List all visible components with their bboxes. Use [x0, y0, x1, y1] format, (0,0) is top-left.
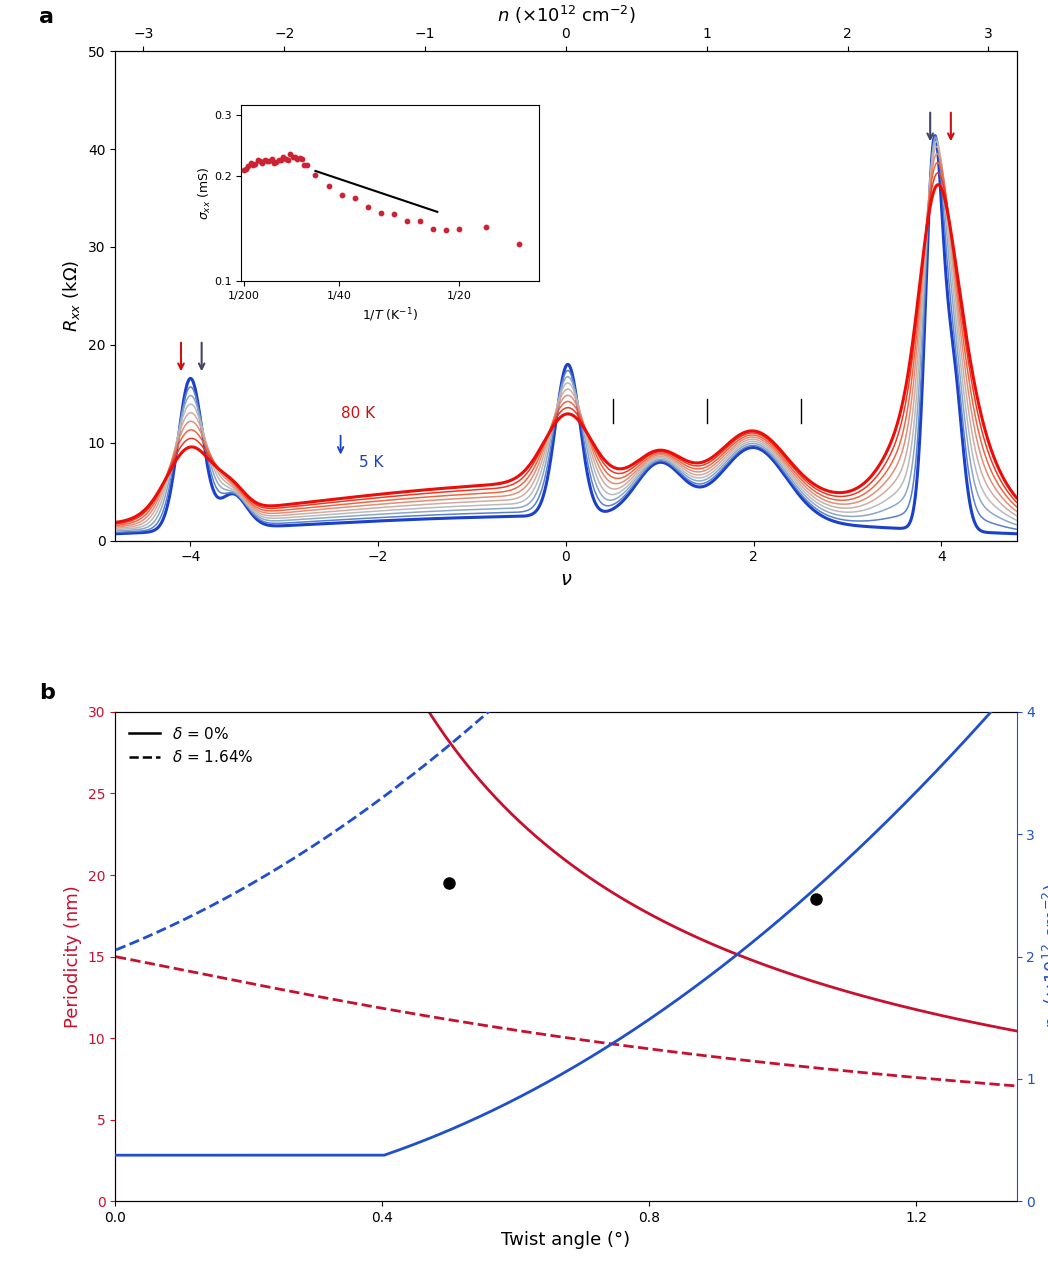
X-axis label: Twist angle (°): Twist angle (°)	[501, 1231, 631, 1249]
Text: 5 K: 5 K	[359, 455, 384, 470]
X-axis label: $n$ ($\times$10$^{12}$ cm$^{-2}$): $n$ ($\times$10$^{12}$ cm$^{-2}$)	[497, 4, 635, 26]
Text: b: b	[39, 682, 54, 703]
Y-axis label: Periodicity (nm): Periodicity (nm)	[64, 886, 83, 1028]
Text: a: a	[39, 8, 53, 27]
X-axis label: $\nu$: $\nu$	[560, 570, 572, 589]
Legend: $\delta$ = 0%, $\delta$ = 1.64%: $\delta$ = 0%, $\delta$ = 1.64%	[123, 720, 260, 772]
Text: 80 K: 80 K	[341, 406, 375, 422]
Y-axis label: $n_s$ ($\times$10$^{12}$ cm$^{-2}$): $n_s$ ($\times$10$^{12}$ cm$^{-2}$)	[1041, 883, 1048, 1030]
Y-axis label: $R_{xx}$ (k$\Omega$): $R_{xx}$ (k$\Omega$)	[62, 259, 83, 332]
